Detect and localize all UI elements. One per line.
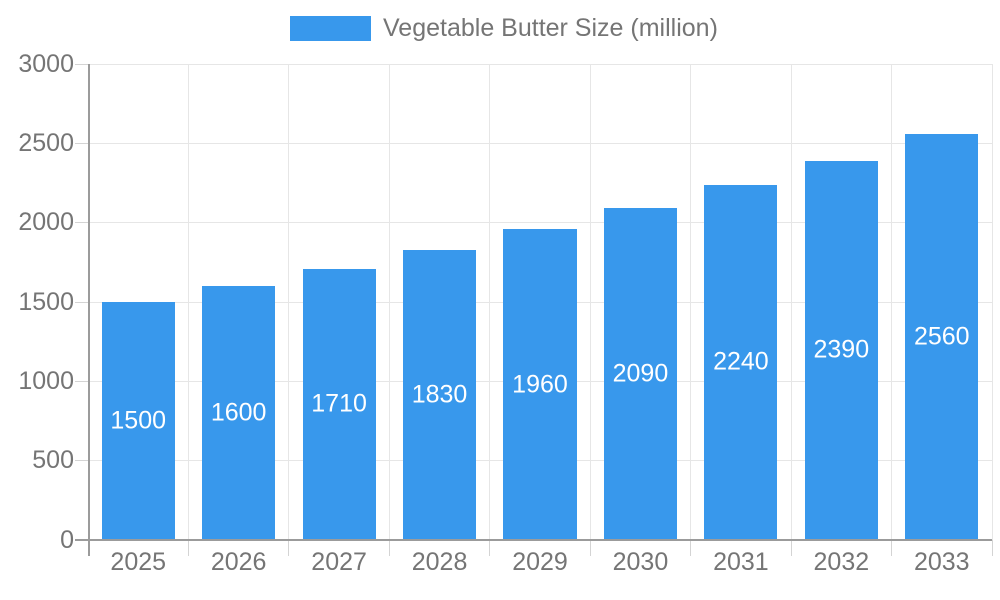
y-tick-mark xyxy=(75,142,88,144)
gridline-vertical xyxy=(991,64,993,540)
gridline-vertical xyxy=(187,64,189,540)
bar-2029[interactable]: 1960 xyxy=(503,229,577,540)
legend[interactable]: Vegetable Butter Size (million) xyxy=(290,14,718,43)
y-tick-mark xyxy=(75,222,88,224)
y-axis-label: 3000 xyxy=(18,49,74,78)
gridline-horizontal xyxy=(88,222,992,224)
gridline-vertical xyxy=(489,64,491,540)
bar-value-label: 1710 xyxy=(311,389,367,418)
x-axis-label: 2029 xyxy=(512,548,568,576)
gridline-horizontal xyxy=(88,63,992,65)
x-tick-mark xyxy=(388,540,390,556)
y-tick-mark xyxy=(75,380,88,382)
x-axis-label: 2026 xyxy=(210,548,267,576)
bar-value-label: 2090 xyxy=(612,359,669,388)
bar-2027[interactable]: 1710 xyxy=(302,268,376,540)
gridline-vertical xyxy=(690,64,692,540)
x-tick-mark xyxy=(288,540,290,556)
y-axis-label: 2000 xyxy=(18,208,74,237)
legend-swatch-icon xyxy=(290,16,371,41)
x-axis-label: 2030 xyxy=(612,548,669,576)
x-tick-mark xyxy=(690,540,692,556)
x-tick-mark xyxy=(991,540,993,556)
bar-2026[interactable]: 1600 xyxy=(202,286,276,540)
y-axis-label: 0 xyxy=(60,525,74,554)
y-axis-label: 2500 xyxy=(18,128,74,157)
bar-2031[interactable]: 2240 xyxy=(704,184,778,540)
x-tick-mark xyxy=(187,540,189,556)
x-tick-mark xyxy=(489,540,491,556)
x-tick-mark xyxy=(891,540,893,556)
bar-value-label: 1600 xyxy=(210,398,267,427)
bar-2025[interactable]: 1500 xyxy=(101,302,175,540)
y-tick-mark xyxy=(75,460,88,462)
x-axis-label: 2027 xyxy=(311,548,367,576)
x-axis-label: 2025 xyxy=(110,548,167,576)
bar-2033[interactable]: 2560 xyxy=(905,133,979,540)
x-axis-label: 2031 xyxy=(713,548,769,576)
gridline-vertical xyxy=(790,64,792,540)
x-tick-mark xyxy=(589,540,591,556)
bar-2030[interactable]: 2090 xyxy=(603,208,677,540)
gridline-vertical xyxy=(288,64,290,540)
x-axis-label: 2028 xyxy=(411,548,468,576)
gridline-vertical xyxy=(891,64,893,540)
bar-value-label: 1500 xyxy=(110,406,167,435)
gridline-horizontal xyxy=(88,142,992,144)
bar-value-label: 1830 xyxy=(411,380,468,409)
gridline-vertical xyxy=(388,64,390,540)
bar-2028[interactable]: 1830 xyxy=(403,249,477,540)
bar-value-label: 1960 xyxy=(512,370,568,398)
legend-label: Vegetable Butter Size (million) xyxy=(383,14,718,42)
bar-value-label: 2390 xyxy=(813,335,870,364)
bar-2032[interactable]: 2390 xyxy=(804,160,878,540)
bar-value-label: 2240 xyxy=(713,347,769,376)
x-axis-label: 2033 xyxy=(913,548,970,576)
y-axis-label: 1500 xyxy=(18,287,74,316)
y-tick-mark xyxy=(75,63,88,65)
bar-value-label: 2560 xyxy=(913,322,970,351)
plot-area: 0 500 1000 1500 2000 2500 3000 1500 1600 1710 183… xyxy=(18,51,993,575)
y-axis-label: 500 xyxy=(32,446,74,475)
y-axis-label: 1000 xyxy=(18,366,74,395)
y-axis-line xyxy=(88,64,90,556)
gridline-vertical xyxy=(589,64,591,540)
y-tick-mark xyxy=(75,301,88,303)
x-tick-mark xyxy=(790,540,792,556)
x-axis-label: 2032 xyxy=(813,548,870,576)
x-axis-line xyxy=(75,539,992,541)
